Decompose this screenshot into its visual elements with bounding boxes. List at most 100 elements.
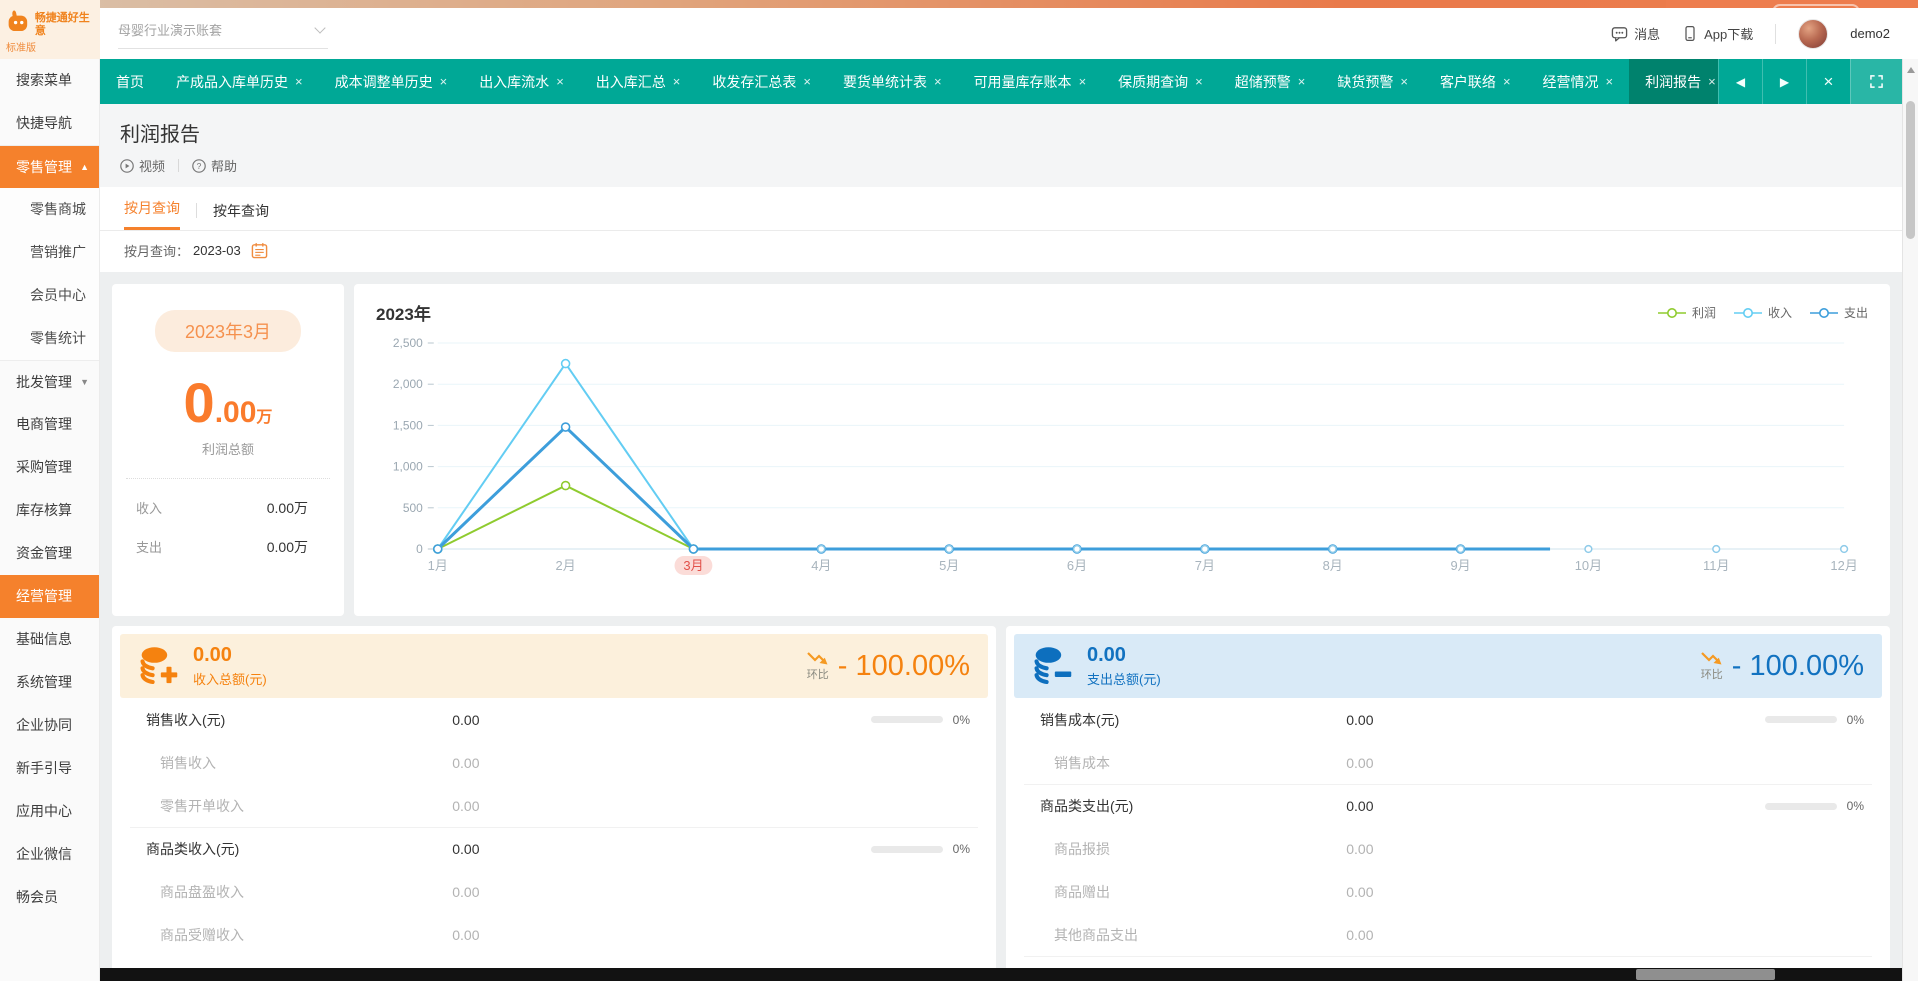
chart-title: 2023年 [376,305,431,324]
sidebar-item[interactable]: 企业微信 [0,833,99,876]
sidebar-item[interactable]: 基础信息 [0,618,99,661]
tab-close-icon[interactable]: × [295,74,303,89]
tab-close-icon[interactable]: × [672,74,681,89]
sidebar: 搜索菜单 快捷导航 零售管理 ▲ 零售商城 营销推广 会员中心 零售统计 批发管理 ▼ 电商管理 采购… [0,59,100,981]
tab-item[interactable]: 出入库流水 × [463,59,580,104]
sidebar-item[interactable]: 零售商城 [0,188,99,231]
topbar: 畅捷通好生意 标准版 母婴行业演示账套 消息 A [0,0,1918,59]
profit-line-chart[interactable]: 0 500 1,000 1,500 2,000 2,500 1月 2月 3月 4月 5月 6月 7月 8月… [376,329,1868,583]
username[interactable]: demo2 [1850,26,1890,41]
tab-close-icon[interactable]: × [1195,74,1203,89]
tab-item[interactable]: 产成品入库单历史 × [160,59,319,104]
tab-item[interactable]: 要货单统计表 × [827,59,958,104]
legend-item[interactable]: 利润 [1657,304,1716,321]
sidebar-item[interactable]: 零售统计 [0,317,99,360]
sidebar-item[interactable]: 电商管理 [0,403,99,446]
sidebar-item[interactable]: 库存核算 [0,489,99,532]
legend-item[interactable]: 收入 [1733,304,1792,321]
expense-ratio-label: 环比 [1700,669,1723,681]
tab-item[interactable]: 客户联络 × [1424,59,1527,104]
progress-percent: 0% [1846,712,1864,727]
tab-item[interactable]: 可用量库存账本 × [958,59,1103,104]
profit-total-value: 0.00万 [183,371,273,434]
calendar-icon[interactable] [251,242,268,259]
sidebar-item[interactable]: 会员中心 [0,274,99,317]
account-select[interactable]: 母婴行业演示账套 [118,20,328,49]
horizontal-scrollbar[interactable] [100,968,1902,981]
tab-item[interactable]: 缺货预警 × [1321,59,1424,104]
table-row: 商品类支出(元) 0.00 0% [1024,784,1872,827]
tab-item[interactable]: 首页 [100,59,160,104]
sidebar-item[interactable]: 搜索菜单 [0,59,99,102]
svg-text:11月: 11月 [1703,558,1729,573]
summary-row-value: 0.00万 [266,539,308,555]
tab-label: 超储预警 [1234,73,1291,90]
tab-close-icon[interactable]: × [1708,74,1716,89]
vscrollbar-thumb[interactable] [1906,101,1915,239]
legend-item[interactable]: 支出 [1809,304,1868,321]
meta-divider [178,159,180,172]
row-value: 0.00 [1346,798,1374,814]
sidebar-item[interactable]: 新手引导 [0,747,99,790]
tab-item[interactable]: 出入库汇总 × [580,59,697,104]
sidebar-item[interactable]: 采购管理 [0,446,99,489]
scroll-tabs-right-button[interactable]: ▶ [1762,59,1806,104]
svg-text:2月: 2月 [556,558,576,573]
vertical-scrollbar[interactable] [1902,59,1918,981]
logo-area[interactable]: 畅捷通好生意 标准版 [0,0,100,59]
tab-item[interactable]: 保质期查询 × [1102,59,1219,104]
sidebar-item[interactable]: 畅会员 [0,876,99,919]
tab-close-icon[interactable]: × [1297,74,1306,89]
tab-close-icon[interactable]: × [1078,74,1087,89]
tab-close-icon[interactable]: × [439,74,448,89]
hscrollbar-thumb[interactable] [1636,969,1775,980]
page-title: 利润报告 [120,124,200,146]
sidebar-item[interactable]: 应用中心 [0,790,99,833]
messages-button[interactable]: 消息 [1611,24,1660,43]
tab-item[interactable]: 成本调整单历史 × [319,59,464,104]
progress-bar [1764,716,1837,723]
sidebar-item[interactable]: 企业协同 [0,704,99,747]
legend-marker-icon [1733,307,1762,318]
progress-bar [1764,802,1837,810]
app-download-button[interactable]: App下载 [1682,24,1753,43]
date-filter-value[interactable]: 2023-03 [193,243,241,258]
row-value: 0.00 [1346,926,1374,943]
tab-close-icon[interactable]: × [933,74,942,89]
fullscreen-button[interactable] [1850,59,1902,104]
tab-item[interactable]: 收发存汇总表 × [696,59,827,104]
summary-rows: 收入 0.00万 支出 0.00万 [112,498,344,557]
sidebar-item[interactable]: 营销推广 [0,231,99,274]
avatar[interactable] [1798,18,1829,49]
row-label: 商品报损 [1054,840,1110,857]
sidebar-item[interactable]: 系统管理 [0,661,99,704]
sidebar-item-label: 资金管理 [16,545,72,561]
trend-down-icon [1701,652,1722,665]
row-value: 0.00 [452,797,480,814]
sidebar-item[interactable]: 资金管理 [0,532,99,575]
tab-close-icon[interactable]: × [556,74,564,89]
sidebar-item[interactable]: 零售管理 ▲ [0,145,99,188]
help-link[interactable]: ? 帮助 [192,156,237,175]
income-total-label: 收入总额(元) [193,672,267,687]
scroll-tabs-left-button[interactable]: ◀ [1718,59,1762,104]
tab-close-icon[interactable]: × [1605,74,1614,89]
sidebar-item[interactable]: 快捷导航 [0,102,99,145]
view-tab[interactable]: 按年查询 [213,203,269,219]
tab-close-icon[interactable]: × [1502,74,1511,89]
tab-item[interactable]: 超储预警 × [1219,59,1322,104]
view-tab[interactable]: 按月查询 [124,198,180,230]
tab-item[interactable]: 经营情况 × [1527,59,1630,104]
close-tabs-button[interactable]: × [1806,59,1850,104]
video-link[interactable]: 视频 [120,156,165,175]
sidebar-item-label: 应用中心 [16,803,72,819]
scrollbar-up-arrow[interactable] [1906,67,1915,73]
tab-item[interactable]: 利润报告 × [1629,59,1718,104]
tab-label: 成本调整单历史 [334,73,433,90]
row-value: 0.00 [452,841,480,857]
sidebar-item[interactable]: 经营管理 [0,575,99,618]
sidebar-item[interactable]: 批发管理 ▼ [0,360,99,403]
tab-close-icon[interactable]: × [1400,74,1408,89]
tab-close-icon[interactable]: × [803,74,811,89]
top-actions: 消息 App下载 demo2 [1611,8,1890,59]
